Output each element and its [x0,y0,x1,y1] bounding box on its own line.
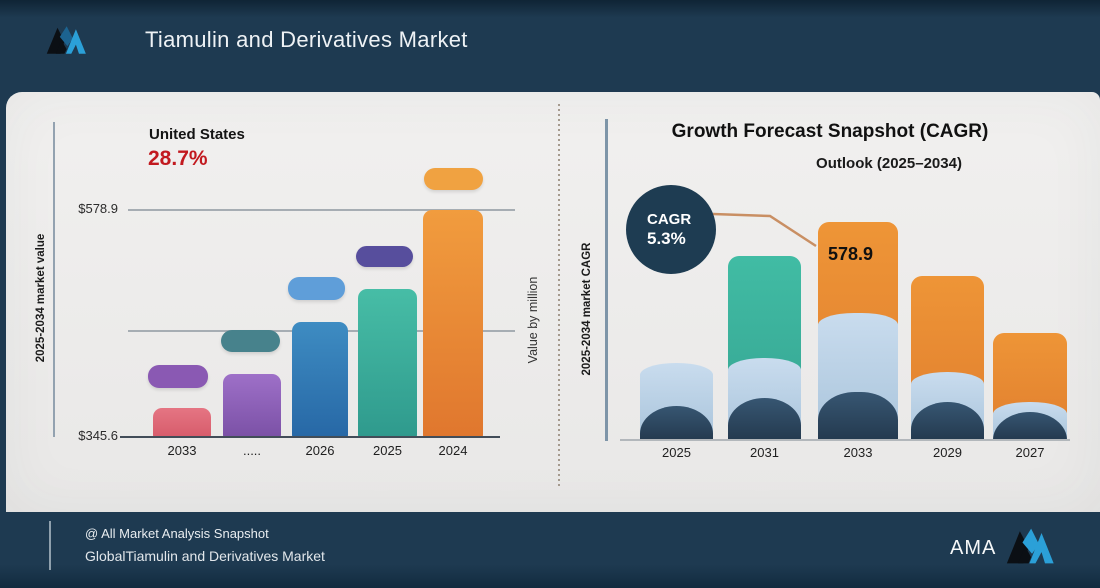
right-chart-y-axis-label: 2025-2034 market CAGR [581,242,593,376]
right-chart-x-axis-line [620,439,1070,441]
bar-..... [223,374,281,437]
segment-dome-2031 [728,398,801,440]
floating-cap-3 [356,246,413,267]
x-tick-label: 2031 [750,445,779,460]
segment-dome-2029 [911,402,984,440]
dotted-divider [558,104,560,489]
middle-axis-label: Value by million [526,276,540,364]
right-chart-y-axis-line [605,119,608,441]
left-chart-highlight-value: 28.7% [148,147,208,170]
x-tick-label: 2025 [662,445,691,460]
ama-logo-icon [46,22,92,58]
x-tick-label: 2024 [438,443,468,458]
x-tick-label: ..... [242,443,262,458]
x-tick-label: 2027 [1015,445,1045,460]
left-chart-tick-bottom: $345.6 [78,428,118,443]
footer-line2: GlobalTiamulin and Derivatives Market [85,548,325,564]
bar-2026 [292,322,348,437]
floating-cap-1 [221,330,280,352]
x-tick-label: 2026 [305,443,335,458]
left-chart-x-axis-line [120,436,500,438]
floating-cap-0 [148,365,208,388]
right-chart-subtitle: Outlook (2025–2034) [816,155,962,172]
segment-dome-2033 [818,392,898,440]
left-chart-tick-top: $578.9 [78,201,118,216]
x-tick-label: 2025 [373,443,402,458]
x-tick-label: 2033 [843,445,873,460]
bar-2033 [153,408,211,437]
left-chart-title: United States [149,126,245,143]
floating-cap-4 [424,168,483,190]
left-chart-y-axis-label: 2025-2034 market value [35,233,47,363]
footer-ama-logo-icon [1006,526,1058,566]
left-chart-y-axis-line [53,122,55,437]
footer-brand-text: AMA [950,537,997,559]
cagr-badge-label: CAGR [647,210,692,228]
right-chart-title: Growth Forecast Snapshot (CAGR) [671,121,989,142]
x-tick-label: 2033 [167,443,197,458]
footer-divider-bar [49,521,51,570]
cagr-badge-value: 5.3% [647,228,686,248]
bar-value-annotation: 578.9 [828,244,874,264]
bar-2024 [423,210,483,437]
floating-cap-2 [288,277,345,300]
footer-line1: @ All Market Analysis Snapshot [85,526,269,541]
page-title: Tiamulin and Derivatives Market [145,27,468,52]
x-tick-label: 2029 [933,445,962,460]
cagr-badge: CAGR 5.3% [626,185,716,274]
header: Tiamulin and Derivatives Market [0,0,1100,92]
bar-2025 [358,289,417,437]
left-chart-gridline-0 [128,209,515,211]
